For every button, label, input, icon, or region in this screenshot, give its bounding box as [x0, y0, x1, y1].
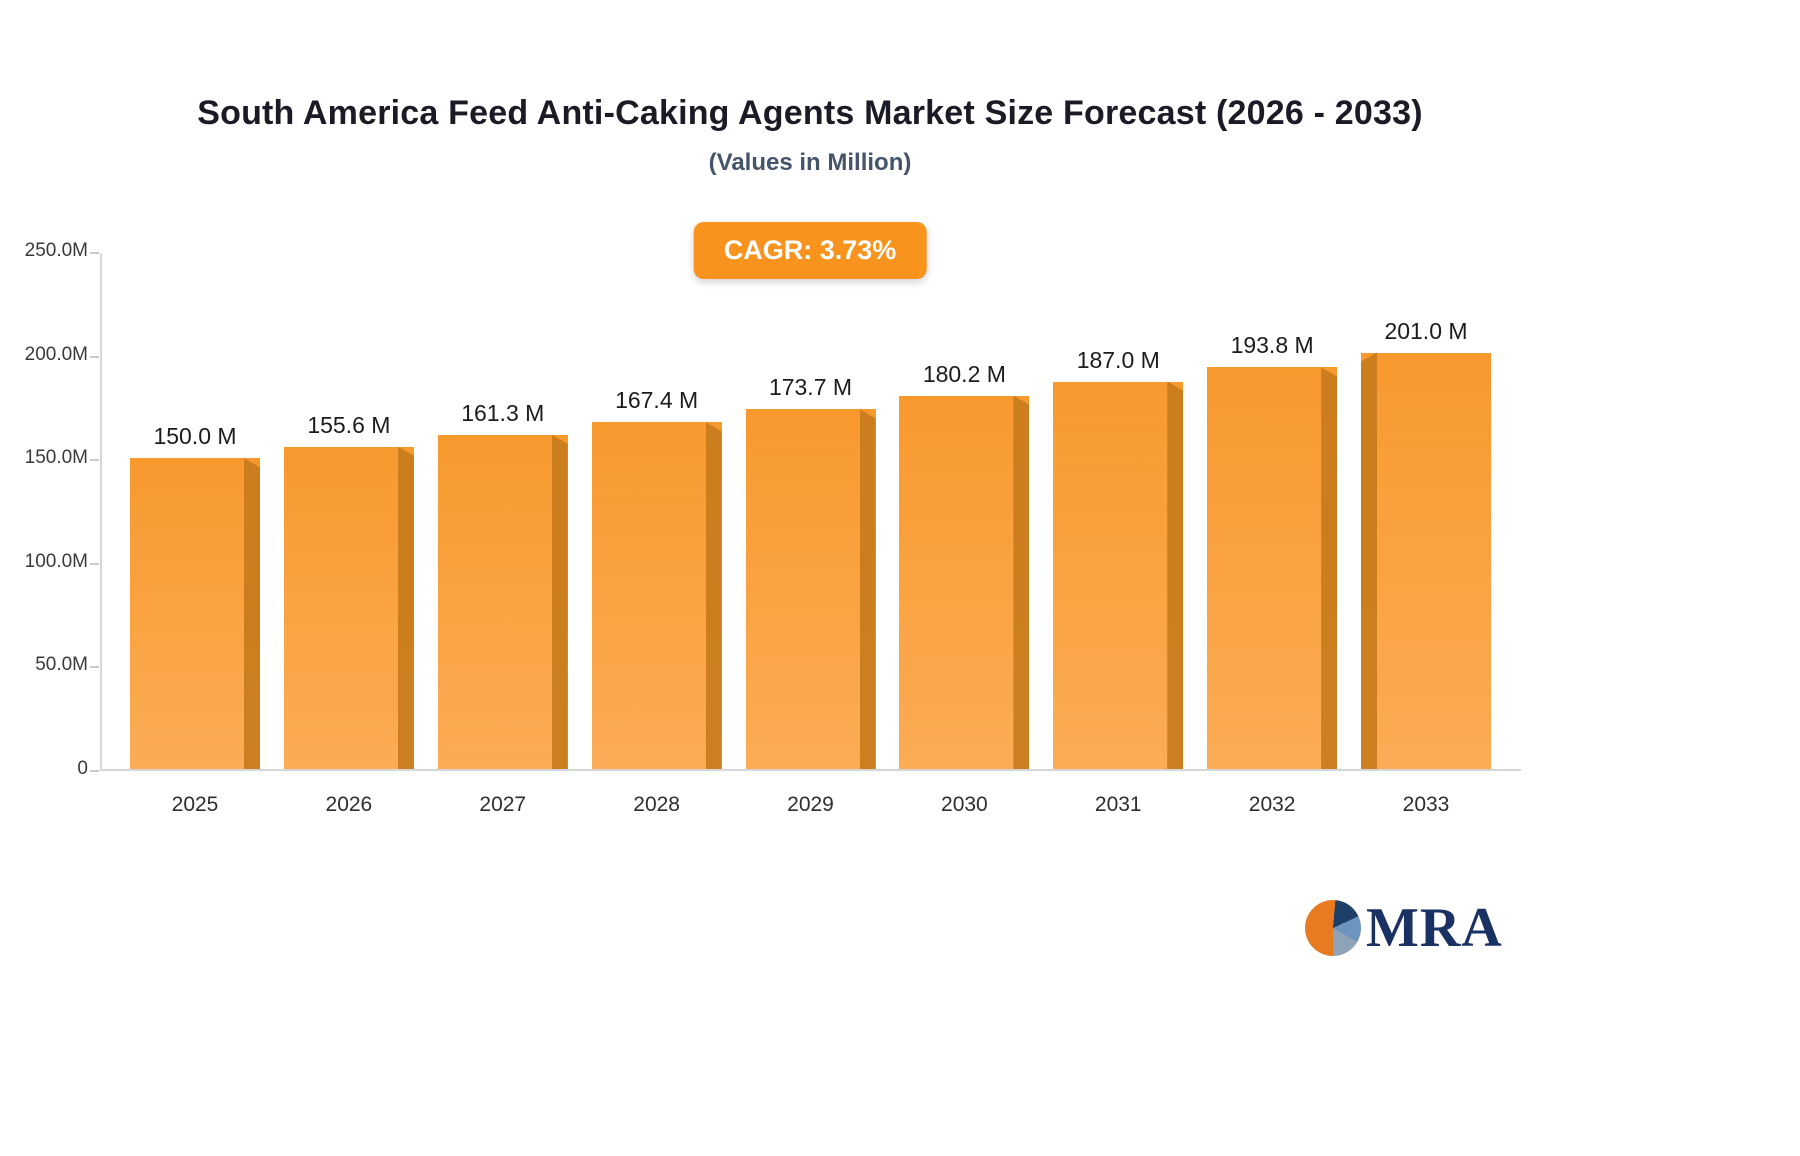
bar-2028[interactable]	[591, 422, 722, 769]
bar-side-shade	[1167, 381, 1184, 769]
y-axis-tick-mark	[90, 770, 99, 772]
y-axis-tick-label: 200.0M	[24, 343, 88, 365]
bar-side-shade	[705, 422, 722, 769]
x-axis-label: 2026	[325, 793, 373, 816]
bar-2033[interactable]	[1361, 352, 1491, 769]
bar-group-2032: 193.8 M 2032	[1207, 332, 1338, 816]
x-axis-label: 2032	[1248, 793, 1296, 816]
x-axis-label: 2025	[171, 793, 219, 816]
chart-title: South America Feed Anti-Caking Agents Ma…	[197, 94, 1423, 132]
bar-2030[interactable]	[899, 395, 1030, 769]
bar-side-shade	[397, 446, 414, 769]
y-axis-tick-mark	[90, 459, 99, 462]
x-axis-label: 2030	[941, 793, 988, 816]
bar-side-shade	[1013, 395, 1030, 769]
y-axis-tick-mark	[90, 252, 99, 254]
logo-text: MRA	[1366, 897, 1503, 959]
bar-side-shade	[551, 434, 568, 769]
x-axis-label: 2033	[1402, 793, 1450, 816]
bar-value-label: 173.7 M	[768, 374, 853, 401]
x-axis-label: 2029	[787, 793, 834, 816]
bar-value-label: 201.0 M	[1384, 317, 1468, 344]
logo-pie-icon	[1305, 900, 1361, 956]
bar-value-label: 161.3 M	[461, 399, 545, 426]
y-axis-tick-label: 0	[77, 758, 88, 779]
bar-2032[interactable]	[1207, 367, 1338, 769]
bar-2025[interactable]	[130, 458, 260, 769]
bar-group-2029: 173.7 M 2029	[745, 374, 876, 816]
bar-value-label: 180.2 M	[922, 360, 1006, 387]
x-axis-label: 2031	[1094, 793, 1142, 816]
bar-side-shade	[1321, 367, 1338, 769]
y-axis-tick-mark	[90, 562, 99, 565]
bar-2026[interactable]	[283, 446, 414, 769]
bar-group-2031: 187.0 M 2031	[1053, 346, 1184, 816]
y-axis-tick-mark	[90, 355, 99, 358]
y-axis-tick-label: 100.0M	[24, 550, 88, 572]
bar-group-2030: 180.2 M 2030	[899, 360, 1030, 816]
bar-group-2026: 155.6 M 2026	[283, 411, 414, 816]
x-axis-label: 2028	[633, 793, 680, 816]
bar-value-label: 167.4 M	[615, 387, 699, 414]
bar-value-label: 155.6 M	[307, 411, 391, 438]
bar-value-label: 150.0 M	[153, 423, 237, 450]
bar-group-2033: 201.0 M 2033	[1361, 317, 1491, 816]
bar-group-2028: 167.4 M 2028	[591, 387, 722, 816]
bar-value-label: 193.8 M	[1230, 332, 1314, 359]
bar-2027[interactable]	[437, 434, 568, 769]
bars-container: 150.0 M 2025 155.6 M 2026 161.3 M 2027 167.4 M…	[102, 253, 1521, 816]
bar-side-shade	[1361, 352, 1377, 769]
chart-subtitle: (Values in Million)	[708, 149, 912, 176]
y-axis-tick-label: 50.0M	[35, 654, 88, 676]
bar-group-2025: 150.0 M 2025	[130, 423, 260, 816]
bar-value-label: 187.0 M	[1076, 346, 1160, 373]
y-axis-tick-label: 150.0M	[24, 447, 88, 469]
bar-side-shade	[859, 409, 876, 769]
y-axis-tick-label: 250.0M	[24, 240, 88, 261]
mra-logo: MRA	[1305, 900, 1503, 956]
cagr-badge: CAGR: 3.73%	[693, 222, 927, 279]
bar-2029[interactable]	[745, 409, 876, 769]
bar-group-2027: 161.3 M 2027	[437, 399, 568, 816]
y-axis-tick-mark	[90, 666, 99, 669]
bar-chart-plot: 150.0 M 2025 155.6 M 2026 161.3 M 2027 167.4 M…	[25, 240, 1521, 816]
bar-2031[interactable]	[1053, 381, 1184, 769]
x-axis-label: 2027	[479, 793, 527, 816]
bar-side-shade	[244, 458, 260, 769]
